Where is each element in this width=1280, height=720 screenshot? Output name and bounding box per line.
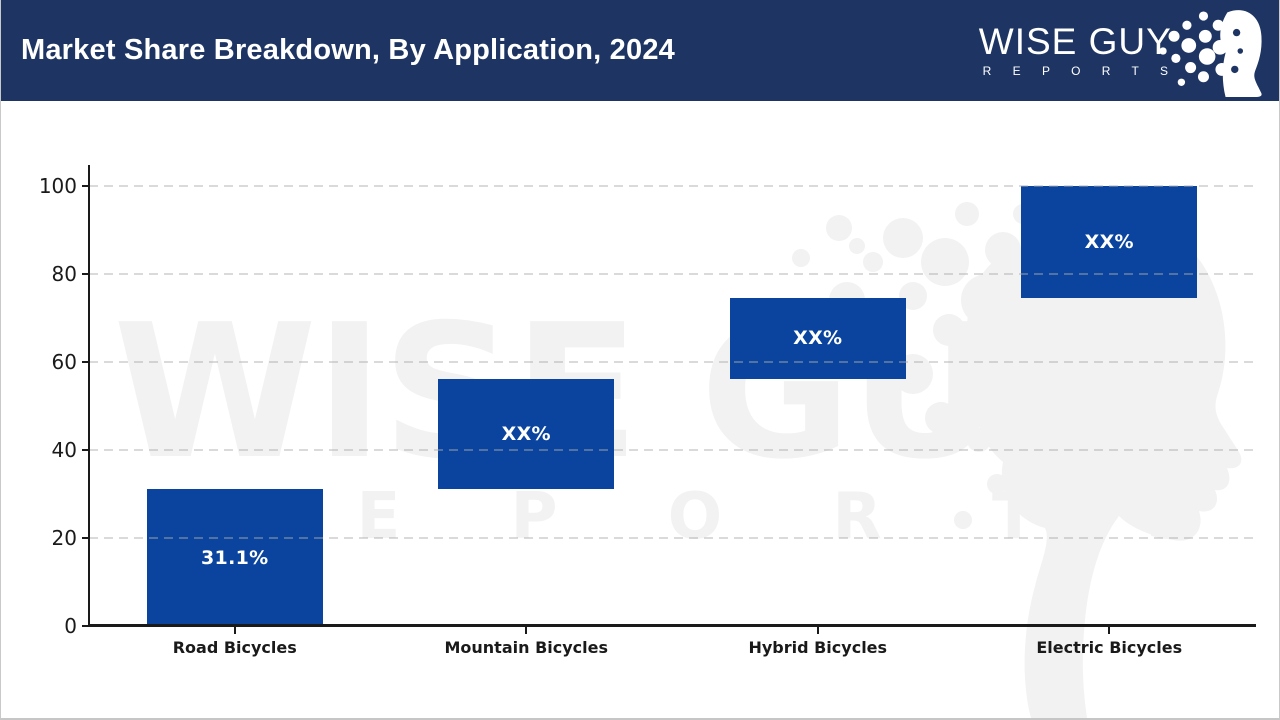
y-tick-label: 80 [51,262,77,286]
gridline-100 [89,185,1259,187]
x-category-label: Road Bicycles [172,638,297,657]
gridline-40 [89,449,1259,451]
y-tick-label: 60 [51,350,77,374]
page-title: Market Share Breakdown, By Application, … [21,34,675,66]
x-tick-mark [525,627,528,634]
y-tick-label: 40 [51,438,77,462]
gridline-20 [89,537,1259,539]
x-category-label: Electric Bicycles [1036,638,1183,657]
logo-face-icon [1159,9,1262,97]
brand-logo: WISE GUY R E P O R T S [974,5,1267,97]
bar-value-label: XX% [793,327,843,350]
y-tick-mark [82,361,89,363]
y-tick-label: 100 [38,174,77,198]
bar-road-bicycles: 31.1% [146,489,323,626]
bar-value-label: XX% [501,423,551,446]
brand-logo-text: WISE GUY R E P O R T S [974,23,1177,78]
y-tick-label: 20 [51,526,77,550]
y-tick-mark [82,273,89,275]
y-tick-mark [82,185,89,187]
bar-hybrid-bicycles: XX% [729,297,906,380]
y-tick-label: 0 [64,614,77,638]
watermark-wordmark: WISE GUY [113,284,1134,500]
bar-electric-bicycles: XX% [1021,186,1198,298]
x-tick-mark [1108,627,1111,634]
x-axis-line [88,624,1256,627]
gridline-60 [89,361,1259,363]
bar-value-label: XX% [1084,230,1134,253]
gridline-80 [89,273,1259,275]
x-tick-mark [233,627,236,634]
logo-wordmark: WISE GUY [978,21,1172,62]
watermark: WISE GUY R E P O R T S [113,202,1242,718]
logo-subtext: R E P O R T S [982,64,1177,78]
y-axis-line [88,165,90,627]
header: Market Share Breakdown, By Application, … [1,0,1279,101]
x-category-label: Mountain Bicycles [444,638,609,657]
bar-value-label: 31.1% [201,546,269,569]
x-tick-mark [816,627,819,634]
bar-mountain-bicycles: XX% [438,379,615,490]
watermark-face-silhouette-icon [967,226,1242,718]
y-tick-mark [82,537,89,539]
y-tick-mark [82,625,89,627]
y-tick-mark [82,449,89,451]
x-category-label: Hybrid Bicycles [748,638,888,657]
